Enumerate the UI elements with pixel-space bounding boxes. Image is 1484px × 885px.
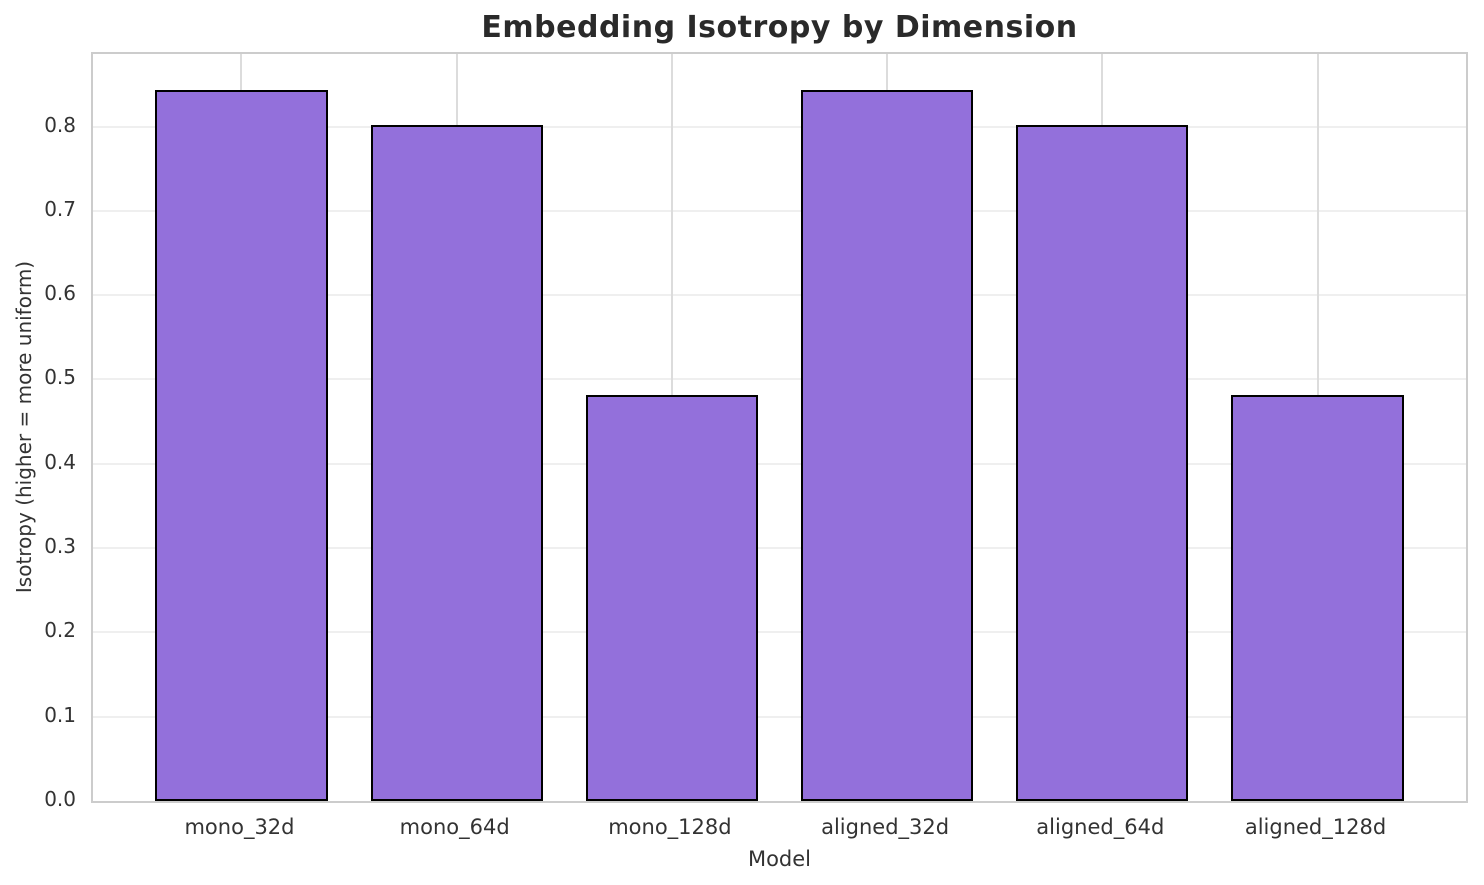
gridline-horizontal (93, 631, 1466, 634)
plot-area (91, 52, 1468, 803)
bar-aligned_32d (801, 90, 974, 801)
y-tick-label: 0.2 (44, 618, 76, 643)
gridline-horizontal (93, 125, 1466, 128)
x-axis-label: Model (747, 847, 812, 871)
x-tick-label: aligned_64d (1036, 815, 1165, 839)
x-tick-label: aligned_32d (821, 815, 950, 839)
y-tick-label: 0.7 (44, 196, 76, 221)
bar-aligned_64d (1016, 124, 1189, 801)
x-tick-label: mono_32d (184, 815, 295, 839)
y-tick-label: 0.5 (44, 365, 76, 390)
gridline-horizontal (93, 294, 1466, 297)
gridline-horizontal (93, 209, 1466, 212)
y-tick-label: 0.4 (44, 449, 76, 474)
x-tick-label: mono_128d (608, 815, 732, 839)
y-tick-label: 0.3 (44, 534, 76, 559)
chart-title: Embedding Isotropy by Dimension (481, 10, 1078, 45)
gridline-horizontal (93, 715, 1466, 718)
bar-aligned_128d (1231, 394, 1404, 801)
gridline-horizontal (93, 547, 1466, 550)
bar-mono_64d (370, 124, 543, 801)
x-tick-label: mono_64d (399, 815, 510, 839)
gridline-horizontal (93, 378, 1466, 381)
bar-mono_32d (155, 90, 328, 801)
y-tick-label: 0.0 (44, 787, 76, 811)
y-tick-label: 0.1 (44, 702, 76, 727)
gridline-horizontal (93, 462, 1466, 465)
bar-mono_128d (585, 394, 758, 801)
y-tick-label: 0.8 (44, 112, 76, 137)
x-tick-label: aligned_128d (1244, 815, 1387, 839)
y-tick-label: 0.6 (44, 281, 76, 306)
